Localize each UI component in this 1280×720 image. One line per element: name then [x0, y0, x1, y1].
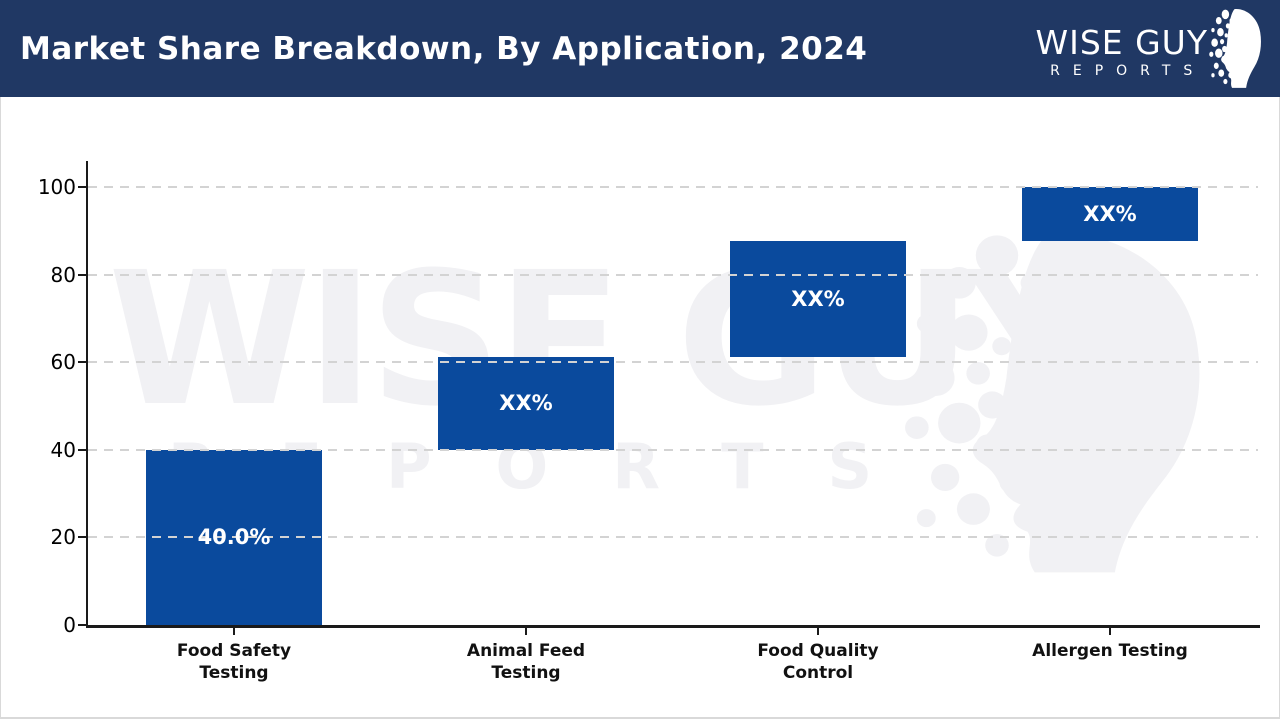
watermark-face-profile-dots-icon: [898, 224, 1228, 586]
y-axis-tick-label: 80: [50, 263, 76, 287]
gridline-100: [88, 186, 1258, 188]
page-title: Market Share Breakdown, By Application, …: [20, 30, 868, 67]
y-axis-tick-80: [78, 274, 86, 276]
y-axis-tick-20: [78, 536, 86, 538]
face-profile-dots-icon: [1208, 7, 1266, 91]
x-axis-category-label: Testing: [491, 663, 561, 683]
y-axis-tick-label: 40: [50, 438, 76, 462]
x-axis-category-label: Food Safety: [176, 641, 292, 661]
x-axis-category-label: Control: [782, 663, 854, 683]
y-axis-tick-label: 60: [50, 350, 76, 374]
x-axis-line: [86, 625, 1260, 628]
brand-logo-text: WISE GUY REPORTS: [1035, 23, 1208, 79]
watermark-brand-subtitle: REPORTS: [168, 430, 937, 503]
x-axis-category-label: Testing: [199, 663, 269, 683]
brand-name: WISE GUY: [1035, 23, 1208, 62]
y-axis-tick-60: [78, 361, 86, 363]
bar-value-label: 40.0%: [197, 525, 271, 549]
y-axis-tick-40: [78, 449, 86, 451]
y-axis-tick-label: 20: [50, 525, 76, 549]
x-axis-category-label: Animal Feed: [466, 641, 586, 661]
x-axis-tick-4: [1109, 627, 1111, 635]
x-axis-category-label: Allergen Testing: [1032, 641, 1188, 661]
y-axis-tick-label: 100: [37, 175, 76, 199]
x-axis-tick-2: [525, 627, 527, 635]
y-axis-tick-0: [78, 624, 86, 626]
x-axis-tick-1: [233, 627, 235, 635]
y-axis-line: [86, 161, 88, 627]
brand-logo: WISE GUY REPORTS: [1035, 5, 1266, 93]
y-axis-tick-label: 0: [63, 613, 76, 637]
y-axis-tick-100: [78, 186, 86, 188]
x-axis-tick-3: [817, 627, 819, 635]
brand-subtitle: REPORTS: [1050, 63, 1206, 79]
x-axis-category-label: Food Quality: [757, 641, 879, 661]
header-bar: Market Share Breakdown, By Application, …: [0, 0, 1280, 97]
